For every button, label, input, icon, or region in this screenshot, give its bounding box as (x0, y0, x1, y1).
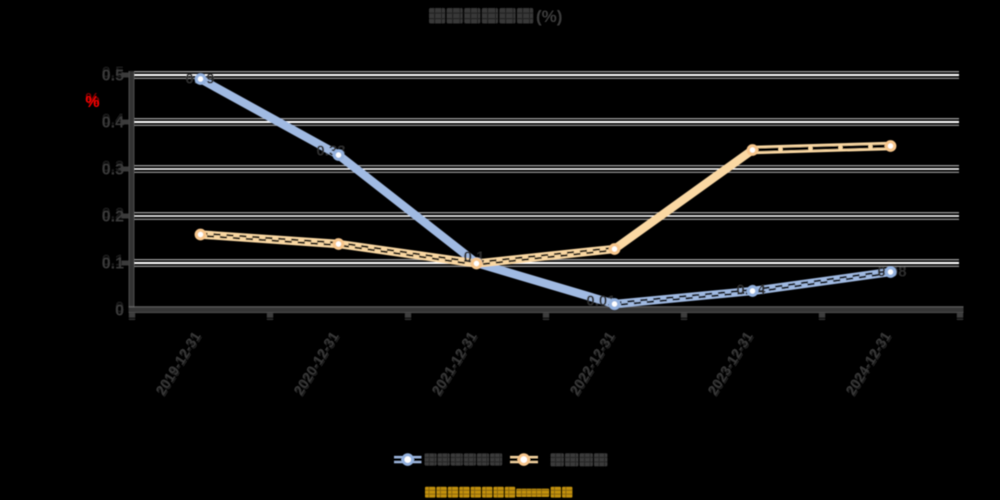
svg-text:0.3: 0.3 (102, 162, 124, 179)
svg-text:(%): (%) (536, 7, 562, 26)
svg-text:%: % (85, 94, 99, 111)
svg-text:0: 0 (115, 303, 124, 320)
svg-text:0: 0 (115, 299, 124, 316)
svg-text:0.1: 0.1 (102, 256, 124, 273)
svg-text:0.5: 0.5 (102, 68, 124, 85)
svg-text:0.1: 0.1 (102, 252, 124, 269)
svg-text:2024-12-31: 2024-12-31 (843, 330, 895, 399)
svg-text:2023-12-31: 2023-12-31 (705, 330, 757, 399)
svg-text:0.2: 0.2 (102, 205, 124, 222)
svg-text:2021-12-31: 2021-12-31 (429, 330, 481, 399)
svg-text:0.2: 0.2 (102, 209, 124, 226)
svg-text:0.3: 0.3 (102, 158, 124, 175)
svg-text:0.4: 0.4 (102, 111, 124, 128)
svg-text:0.01: 0.01 (586, 293, 615, 310)
svg-text:0.5: 0.5 (102, 64, 124, 81)
svg-text:2019-12-31: 2019-12-31 (153, 330, 205, 399)
svg-text:0.4: 0.4 (102, 115, 124, 132)
svg-text:2020-12-31: 2020-12-31 (291, 330, 343, 399)
svg-text:%: % (85, 91, 99, 108)
svg-text:2022-12-31: 2022-12-31 (567, 330, 619, 399)
